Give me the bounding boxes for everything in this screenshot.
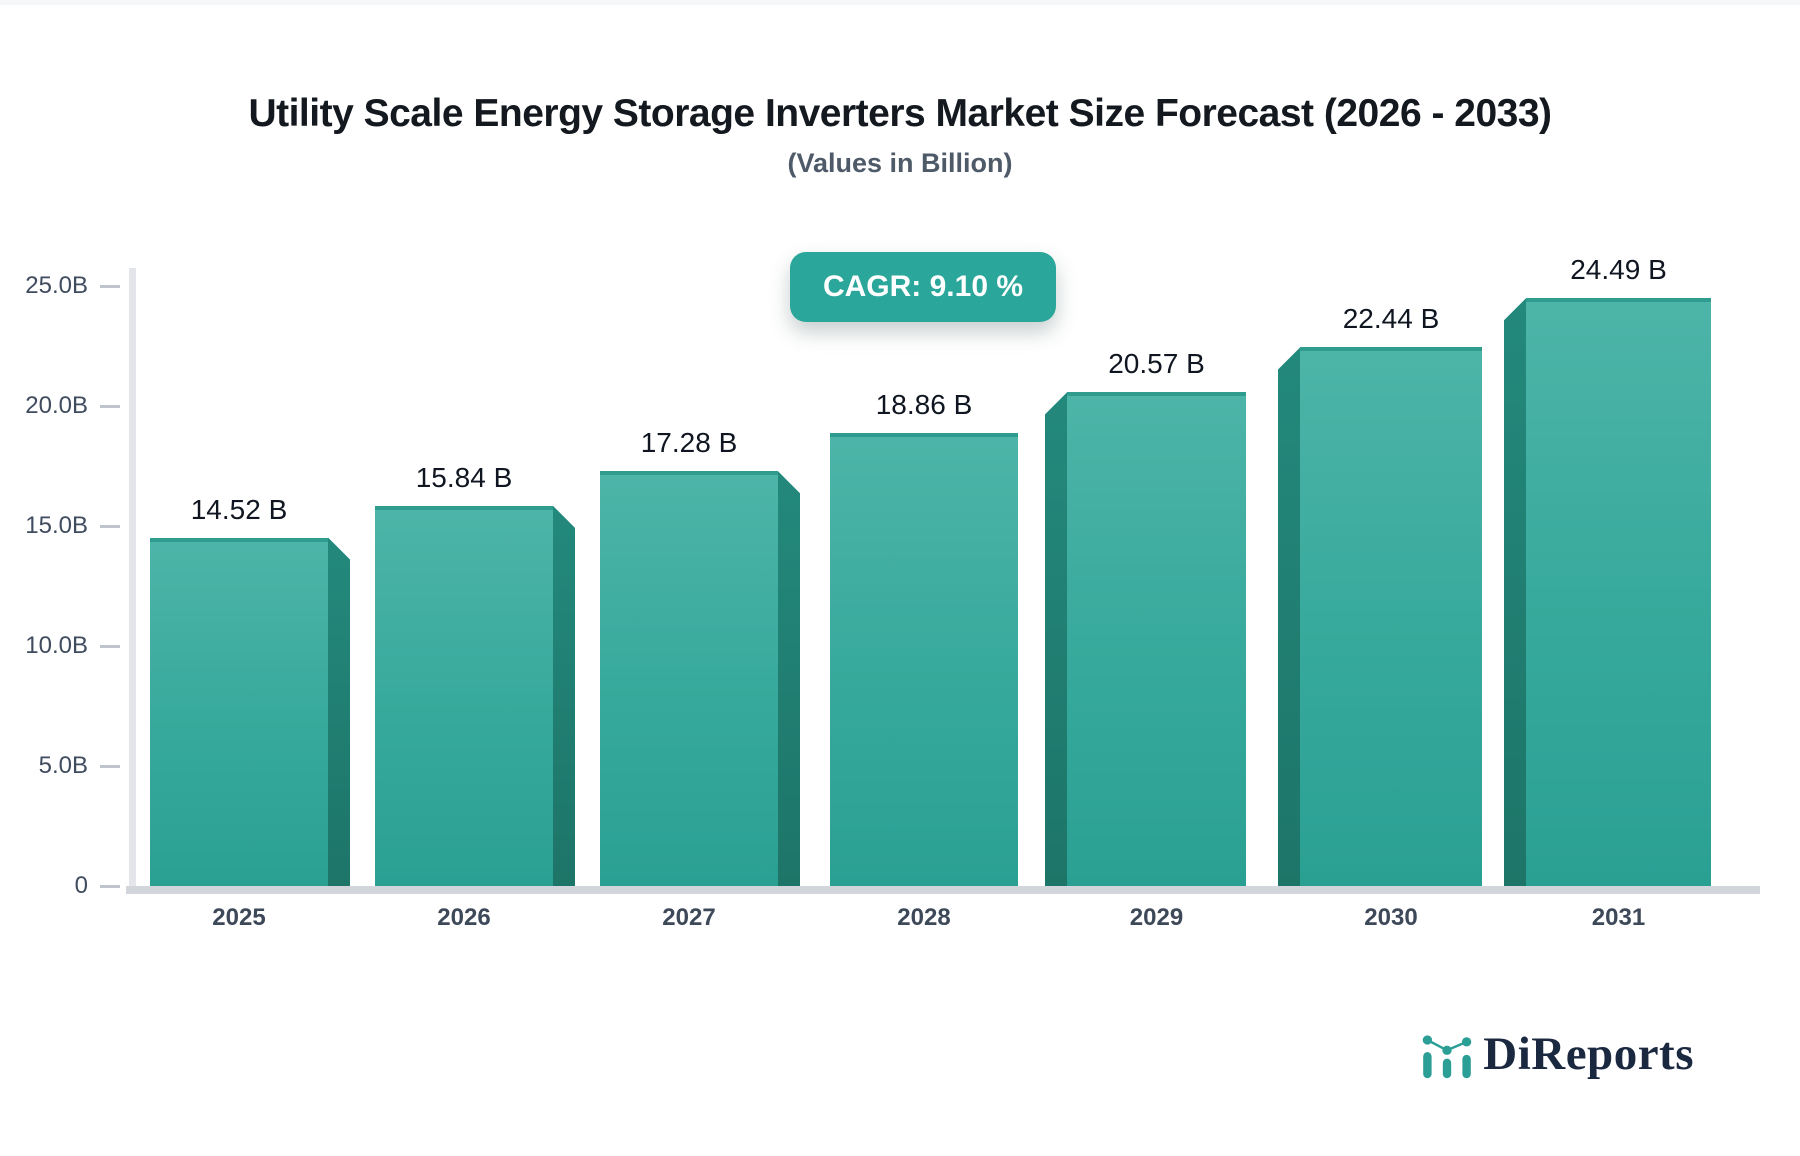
- bar-chart-logo-icon: [1422, 1035, 1472, 1079]
- y-axis-tick-mark: [100, 765, 120, 768]
- x-axis-label-2025: 2025: [212, 904, 266, 931]
- x-axis-label-2028: 2028: [897, 904, 951, 931]
- y-axis-tick-mark: [100, 885, 120, 888]
- chart-title: Utility Scale Energy Storage Inverters M…: [248, 92, 1552, 135]
- bar-value-label: 15.84 B: [415, 461, 513, 493]
- x-axis-label-2029: 2029: [1129, 904, 1184, 931]
- bar-side-face: [1504, 298, 1526, 886]
- bar-value-label: 17.28 B: [640, 427, 738, 459]
- cagr-badge-label: CAGR: 9.10 %: [822, 270, 1024, 303]
- cagr-badge: CAGR: 9.10 %: [790, 252, 1056, 322]
- x-axis-label-2030: 2030: [1364, 904, 1418, 931]
- bar-side-face: [1045, 392, 1067, 886]
- bar-2026: [375, 505, 553, 886]
- brand-logo: DiReports: [1419, 1026, 1694, 1082]
- bar-side-face: [328, 537, 350, 886]
- y-axis-tick-label: 20.0B: [25, 392, 88, 419]
- y-axis-line: [129, 268, 136, 886]
- bar-2030: [1300, 347, 1482, 886]
- y-axis-tick-label: 15.0B: [25, 512, 88, 539]
- bar-2031: [1526, 298, 1711, 886]
- bar-value-label: 20.57 B: [1108, 348, 1205, 380]
- x-axis-label-2027: 2027: [662, 904, 716, 931]
- y-axis-tick-label: 10.0B: [25, 632, 88, 659]
- brand-name: DiReports: [1483, 1028, 1694, 1080]
- bar-side-face: [778, 471, 800, 886]
- bar-2027: [600, 471, 778, 886]
- bar-value-label: 22.44 B: [1342, 303, 1440, 335]
- x-axis-label-2026: 2026: [437, 904, 491, 931]
- y-axis-tick-mark: [100, 525, 120, 528]
- bar-2028: [830, 433, 1018, 886]
- x-axis-label-2031: 2031: [1591, 904, 1646, 931]
- y-axis-tick-label: 25.0B: [25, 272, 88, 299]
- bar-2025: [150, 537, 328, 886]
- bar-value-label: 18.86 B: [875, 389, 973, 421]
- x-axis-baseline: [126, 886, 1760, 894]
- bar-value-label: 14.52 B: [190, 493, 288, 525]
- chart-subtitle: (Values in Billion): [787, 148, 1013, 178]
- y-axis-tick-mark: [100, 645, 120, 648]
- page-top-border: [0, 0, 1800, 5]
- bar-value-label: 24.49 B: [1570, 254, 1667, 286]
- y-axis-tick-label: 0: [74, 872, 88, 899]
- y-axis-tick-label: 5.0B: [38, 752, 88, 779]
- y-axis-tick-mark: [100, 285, 120, 288]
- bar-2029: [1067, 392, 1246, 886]
- bar-side-face: [553, 505, 575, 886]
- bar-side-face: [1278, 347, 1300, 886]
- y-axis-tick-mark: [100, 405, 120, 408]
